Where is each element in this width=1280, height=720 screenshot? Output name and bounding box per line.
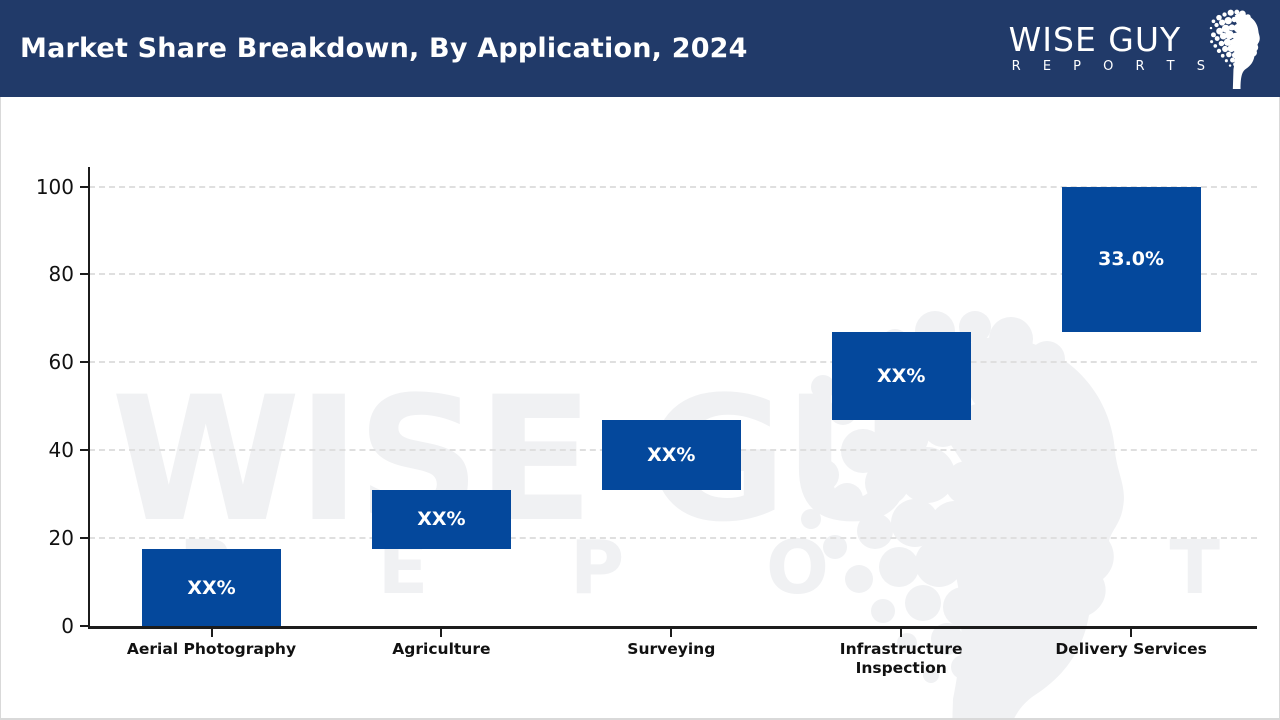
y-axis-label: 60 (48, 350, 74, 375)
bar-value-label: 33.0% (1098, 248, 1165, 271)
bar-value-label: XX% (877, 364, 926, 387)
y-axis-tick (80, 449, 89, 452)
y-axis-label: 40 (48, 438, 74, 463)
y-gridline (89, 361, 1257, 364)
x-axis-tick (210, 628, 213, 637)
y-axis-line (88, 167, 90, 629)
x-axis-tick (440, 628, 443, 637)
bar-surveying: XX% (601, 420, 741, 490)
bar-agriculture: XX% (371, 489, 511, 550)
y-axis-label: 0 (61, 614, 74, 638)
brand-name: WISE GUY (1008, 20, 1182, 59)
bar-infrastructure-inspection: XX% (831, 331, 971, 421)
page-title: Market Share Breakdown, By Application, … (20, 33, 748, 64)
y-axis-label: 80 (48, 262, 74, 287)
y-axis-label: 100 (35, 174, 74, 199)
x-axis-label: Infrastructure Inspection (839, 640, 963, 678)
brand-head-icon (1209, 9, 1260, 89)
x-axis-label: Agriculture (392, 640, 491, 658)
y-axis-tick (80, 625, 89, 627)
bar-value-label: XX% (417, 508, 466, 531)
x-axis-tick (900, 628, 903, 637)
y-axis-tick (80, 185, 89, 188)
x-axis-label: Delivery Services (1055, 640, 1207, 658)
x-axis-tick (1130, 628, 1133, 637)
y-axis-tick (80, 273, 89, 276)
y-axis-tick (80, 361, 89, 364)
header-bar: Market Share Breakdown, By Application, … (0, 0, 1280, 97)
x-axis-label: Aerial Photography (126, 640, 297, 658)
y-axis-label: 20 (48, 526, 74, 551)
x-axis-tick (670, 628, 673, 637)
brand-logo: WISE GUY R E P O R T S (1009, 9, 1266, 89)
bar-value-label: XX% (647, 444, 696, 467)
chart-area: WISE GUY R E P O R T S (0, 97, 1280, 720)
waterfall-chart: 0 20 40 60 80 100 XX% Aerial Photography XX% Agri… (1, 97, 1279, 718)
bar-value-label: XX% (187, 576, 236, 599)
bar-aerial-photography: XX% (142, 549, 281, 626)
y-gridline (89, 537, 1257, 540)
x-axis-line (88, 626, 1257, 629)
brand-logo-text: WISE GUY R E P O R T S (1009, 23, 1214, 74)
brand-subtitle: R E P O R T S (1011, 59, 1214, 74)
x-axis-label: Surveying (627, 640, 716, 658)
y-axis-tick (80, 537, 89, 540)
y-gridline (89, 185, 1257, 188)
y-gridline (89, 273, 1257, 276)
bar-delivery-services: 33.0% (1061, 186, 1201, 332)
